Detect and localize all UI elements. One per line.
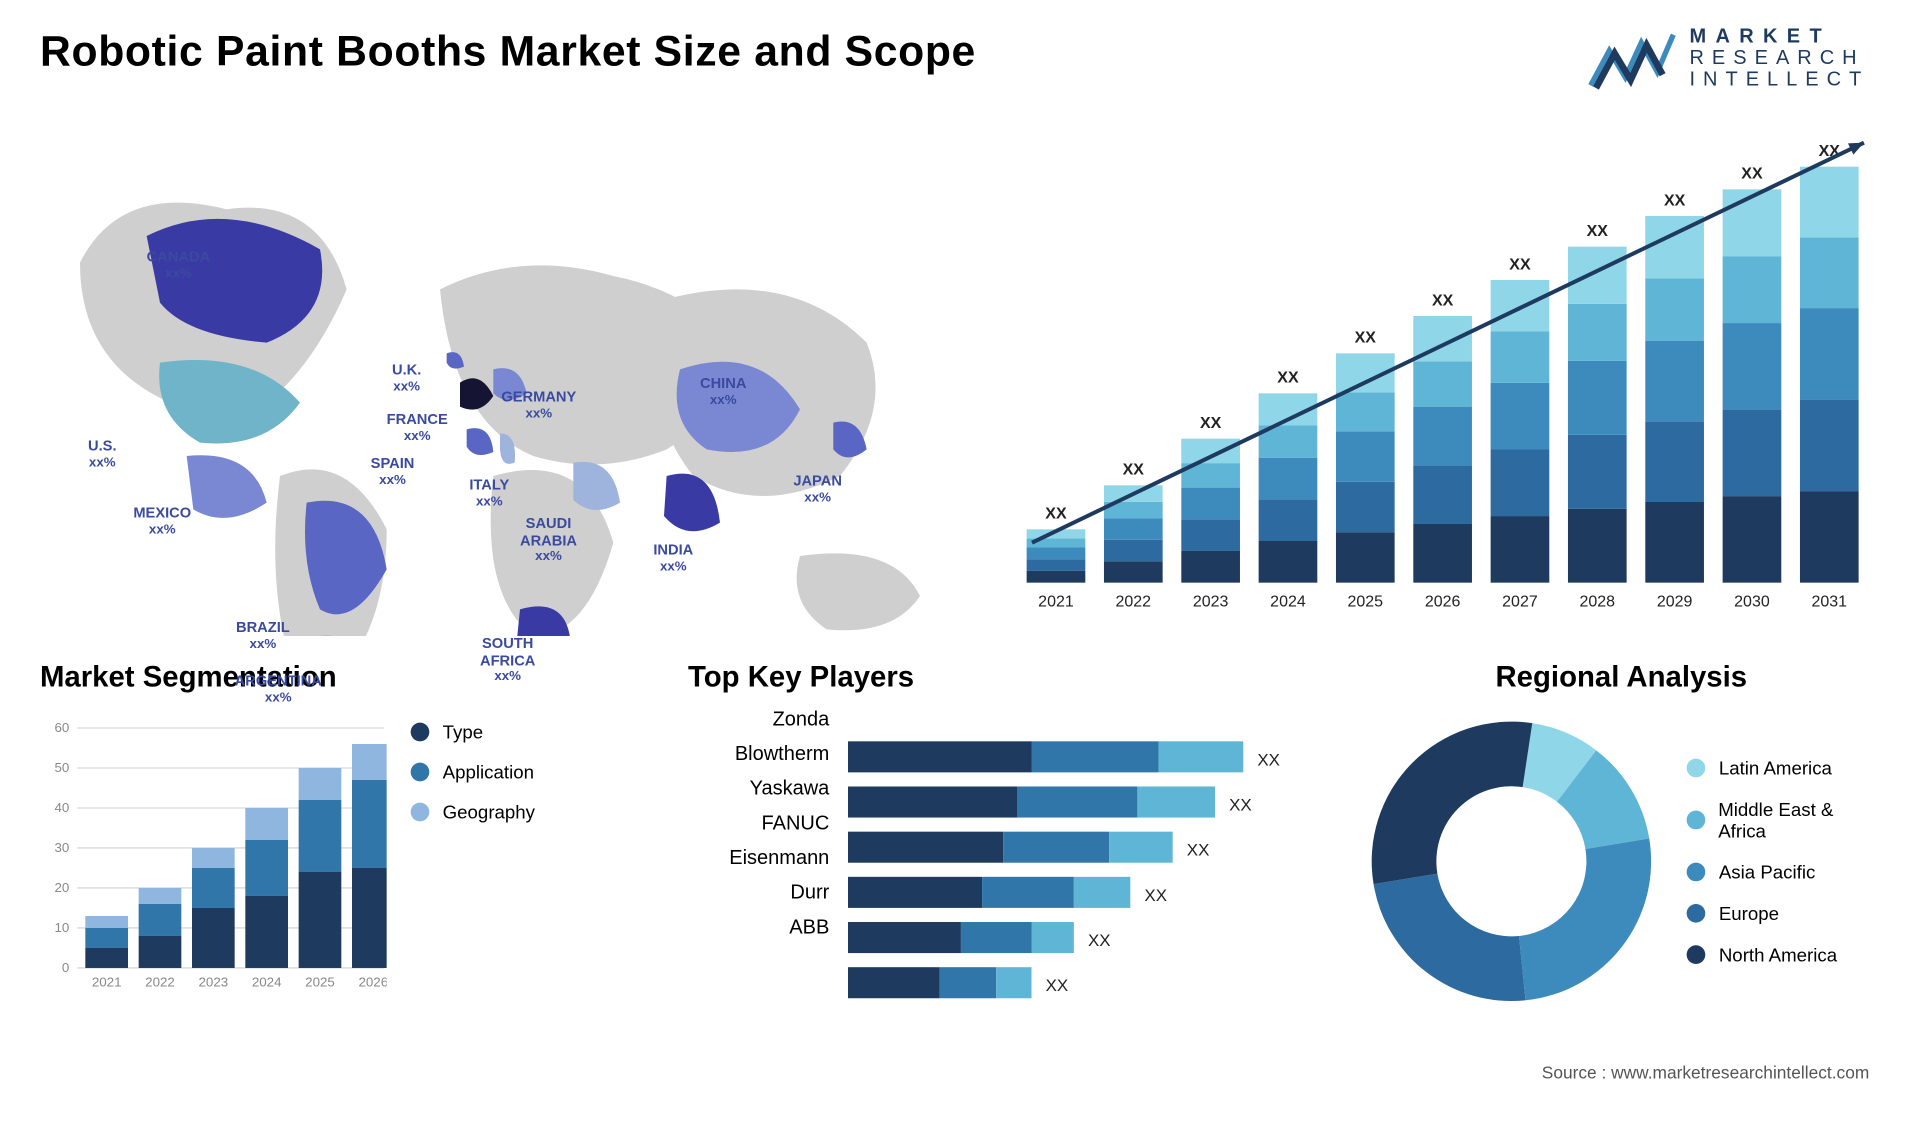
map-label: U.S.xx%: [88, 439, 117, 471]
svg-text:2031: 2031: [1812, 594, 1848, 611]
map-label: CANADAxx%: [147, 249, 211, 281]
svg-text:XX: XX: [1144, 886, 1167, 905]
svg-text:XX: XX: [1088, 931, 1111, 950]
key-players-panel: Top Key Players Zonda Blowtherm Yaskawa FAN…: [688, 660, 1328, 1015]
svg-text:XX: XX: [1664, 192, 1686, 209]
regional-panel: Regional Analysis Latin America Middle Ea…: [1363, 660, 1880, 1015]
segmentation-title: Market Segmentation: [40, 660, 653, 695]
map-label: JAPANxx%: [793, 473, 842, 505]
map-label: SAUDIARABIAxx%: [520, 516, 577, 565]
svg-text:2025: 2025: [1348, 594, 1384, 611]
legend-item: Application: [411, 761, 535, 782]
key-players-title: Top Key Players: [688, 660, 1328, 695]
svg-text:20: 20: [55, 880, 70, 895]
world-map: CANADAxx%U.S.xx%MEXICOxx%BRAZILxx%ARGENT…: [40, 103, 973, 636]
svg-text:2024: 2024: [1270, 594, 1306, 611]
legend-item: Middle East & Africa: [1687, 799, 1880, 842]
map-label: U.K.xx%: [392, 363, 421, 395]
player-name: FANUC: [762, 812, 830, 835]
svg-text:2023: 2023: [198, 975, 228, 990]
legend-item: Geography: [411, 801, 535, 822]
map-label: ITALYxx%: [469, 477, 509, 509]
map-label: SPAINxx%: [371, 456, 415, 488]
regional-donut-chart: [1363, 708, 1661, 1015]
logo-mark-icon: [1588, 27, 1676, 91]
logo-line2: RESEARCH: [1689, 48, 1869, 69]
logo-line1: MARKET: [1689, 27, 1869, 48]
player-name: Eisenmann: [729, 847, 829, 870]
svg-text:XX: XX: [1432, 292, 1454, 309]
svg-text:XX: XX: [1123, 462, 1145, 479]
svg-text:2021: 2021: [92, 975, 122, 990]
brand-logo: MARKET RESEARCH INTELLECT: [1588, 27, 1869, 91]
svg-text:2022: 2022: [145, 975, 175, 990]
svg-text:XX: XX: [1277, 370, 1299, 387]
legend-item: Asia Pacific: [1687, 861, 1880, 882]
map-label: INDIAxx%: [653, 543, 693, 575]
map-label: GERMANYxx%: [501, 389, 576, 421]
regional-title: Regional Analysis: [1363, 660, 1880, 695]
svg-text:XX: XX: [1741, 166, 1763, 183]
svg-text:40: 40: [55, 800, 70, 815]
player-name: Yaskawa: [750, 777, 830, 800]
svg-text:XX: XX: [1587, 223, 1609, 240]
segmentation-legend: Type Application Geography: [411, 721, 535, 994]
map-label: CHINAxx%: [700, 376, 746, 408]
svg-text:XX: XX: [1355, 330, 1377, 347]
svg-text:2030: 2030: [1734, 594, 1770, 611]
svg-text:2026: 2026: [358, 975, 386, 990]
map-label: MEXICOxx%: [133, 505, 191, 537]
svg-text:2023: 2023: [1193, 594, 1229, 611]
svg-text:2024: 2024: [252, 975, 282, 990]
player-name: Durr: [790, 881, 829, 904]
svg-text:2029: 2029: [1657, 594, 1693, 611]
svg-text:0: 0: [62, 960, 69, 975]
growth-bar-chart: XX 2021 XX 2022 XX 2023 XX 2024 XX 2025 XX 2026 XX 20…: [1013, 103, 1893, 636]
player-name: ABB: [789, 916, 829, 939]
svg-text:60: 60: [55, 720, 70, 735]
svg-text:30: 30: [55, 840, 70, 855]
source-attribution: Source : www.marketresearchintellect.com: [1542, 1063, 1870, 1083]
svg-text:50: 50: [55, 760, 70, 775]
map-label: FRANCExx%: [387, 412, 448, 444]
key-players-chart: XX XX XX XX XX XX: [848, 708, 1328, 1015]
map-label: BRAZILxx%: [236, 620, 290, 652]
svg-text:2025: 2025: [305, 975, 335, 990]
map-label: ARGENTINAxx%: [235, 673, 322, 705]
segmentation-chart: 0 10 20 30 40 50 60 2021 2022 2023 2024 2025 2026: [40, 708, 387, 995]
svg-text:2028: 2028: [1580, 594, 1616, 611]
svg-text:2021: 2021: [1038, 594, 1074, 611]
player-name: Zonda: [773, 708, 830, 731]
svg-text:XX: XX: [1187, 841, 1210, 860]
logo-line3: INTELLECT: [1689, 69, 1869, 90]
map-label: SOUTHAFRICAxx%: [480, 636, 535, 685]
svg-text:XX: XX: [1509, 256, 1531, 273]
svg-text:2027: 2027: [1502, 594, 1538, 611]
svg-text:2026: 2026: [1425, 594, 1461, 611]
legend-item: North America: [1687, 944, 1880, 965]
svg-text:XX: XX: [1257, 750, 1280, 769]
world-map-svg: [40, 103, 973, 636]
svg-text:10: 10: [55, 920, 70, 935]
regional-legend: Latin America Middle East & Africa Asia Pa…: [1687, 757, 1880, 965]
svg-text:XX: XX: [1200, 415, 1222, 432]
legend-item: Europe: [1687, 903, 1880, 924]
key-players-names: Zonda Blowtherm Yaskawa FANUC Eisenmann Durr A…: [688, 708, 848, 1015]
player-name: Blowtherm: [735, 743, 829, 766]
legend-item: Type: [411, 721, 535, 742]
svg-text:XX: XX: [1046, 976, 1069, 995]
svg-text:2022: 2022: [1116, 594, 1152, 611]
segmentation-panel: Market Segmentation 0 10 20 30 40 50 60 2021 202…: [40, 660, 653, 995]
svg-text:XX: XX: [1229, 795, 1252, 814]
svg-text:XX: XX: [1045, 506, 1067, 523]
legend-item: Latin America: [1687, 757, 1880, 778]
